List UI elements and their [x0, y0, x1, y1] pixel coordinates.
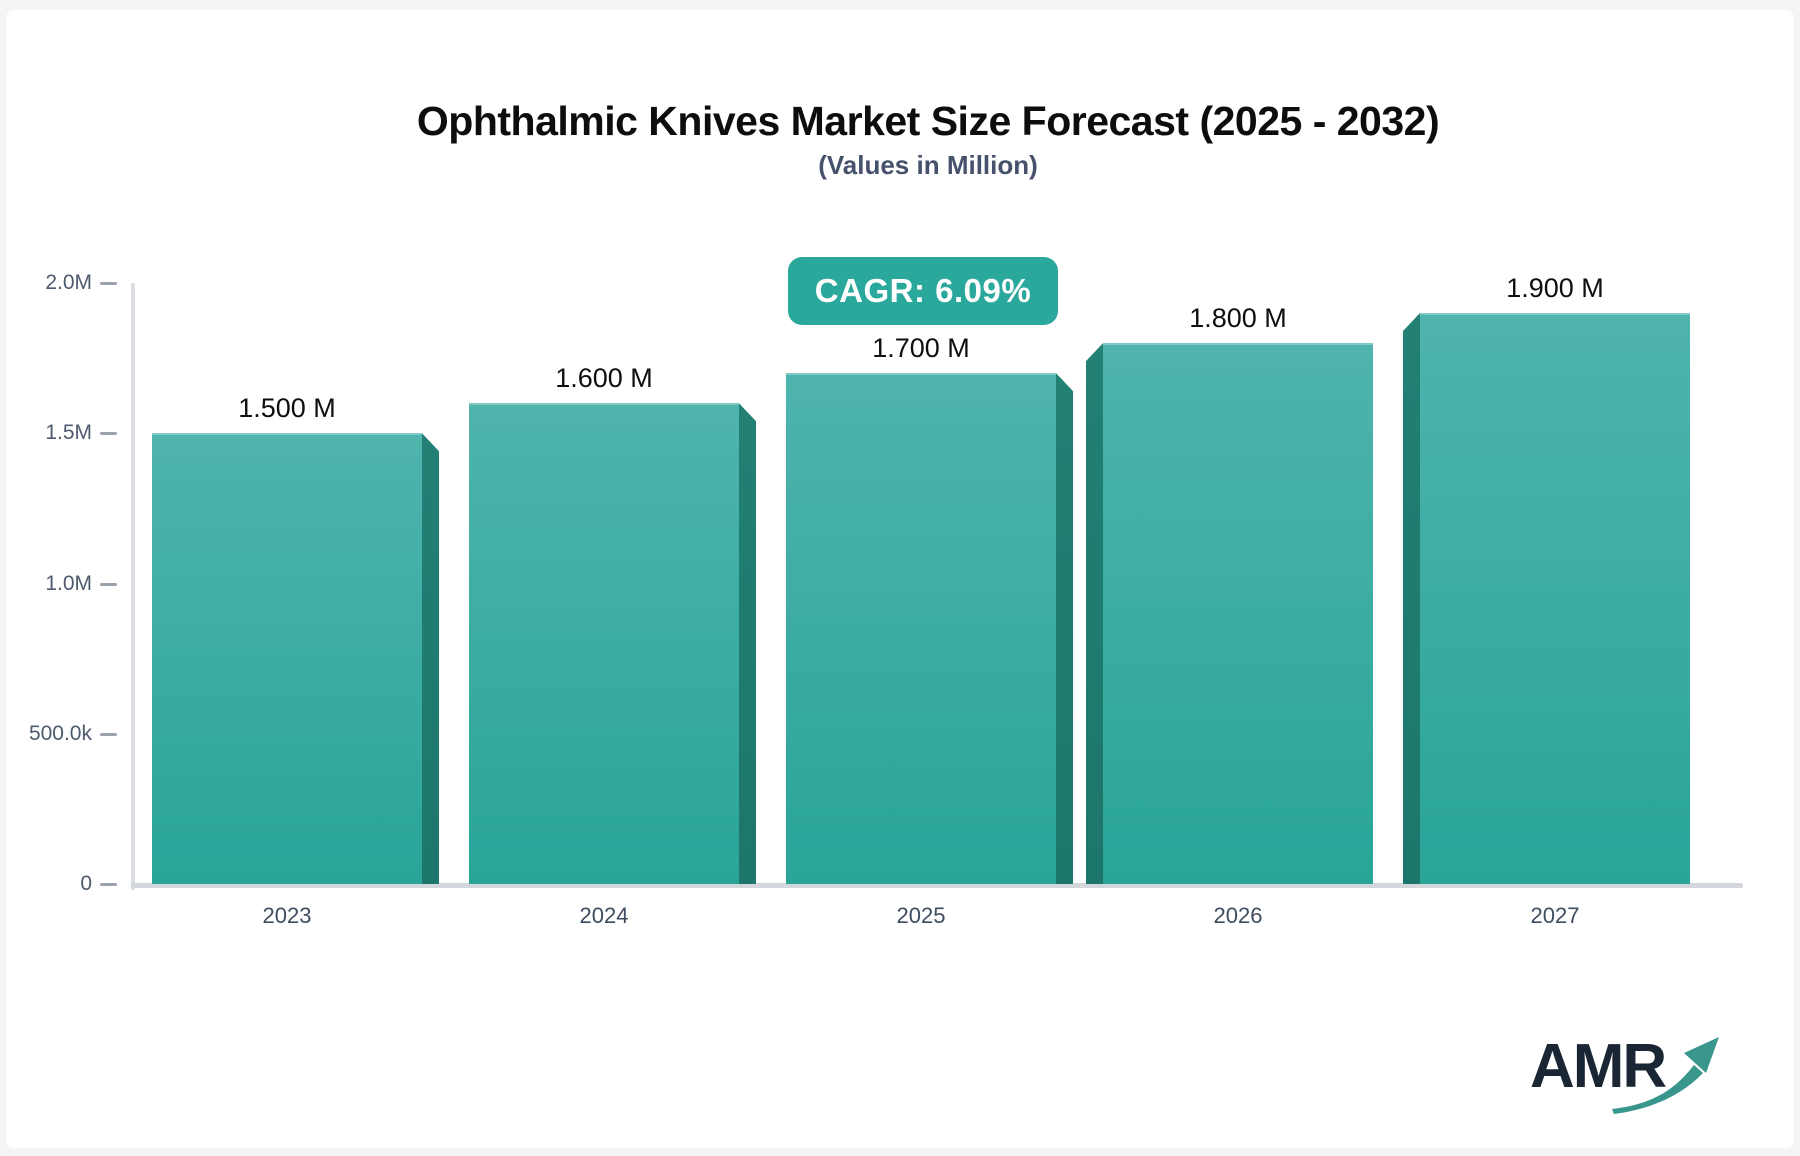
y-axis-tick-label: 0 — [80, 872, 92, 895]
amr-logo-text: AMR — [1530, 1032, 1667, 1101]
cagr-badge: CAGR: 6.09% — [788, 257, 1058, 325]
growth-arrow-icon — [1612, 1037, 1719, 1114]
y-axis-tick-mark — [100, 732, 117, 736]
bar-value-label: 1.900 M — [1506, 273, 1604, 304]
x-axis-label: 2025 — [896, 903, 946, 928]
bar-side — [422, 433, 439, 884]
chart-subtitle: (Values in Million) — [818, 150, 1038, 180]
y-axis-tick-label: 2.0M — [45, 271, 92, 294]
bar-face — [786, 373, 1056, 884]
y-axis-tick-label: 1.0M — [45, 571, 92, 595]
bar-value-label: 1.700 M — [872, 333, 970, 364]
x-axis-label: 2026 — [1213, 903, 1263, 928]
bar-value-label: 1.600 M — [555, 363, 653, 394]
bar-face — [469, 403, 739, 884]
chart-title: Ophthalmic Knives Market Size Forecast (… — [416, 98, 1440, 144]
y-axis-tick-mark — [100, 582, 117, 586]
cagr-badge-label: CAGR: 6.09% — [814, 272, 1032, 309]
bar-face — [152, 433, 422, 884]
x-axis-label: 2027 — [1530, 903, 1580, 928]
y-axis-line — [131, 283, 135, 890]
x-axis-line — [131, 883, 1743, 888]
bar-side — [1403, 313, 1420, 884]
x-axis-label: 2024 — [579, 903, 629, 928]
bar-side — [1086, 343, 1103, 884]
y-axis-tick-mark — [100, 432, 117, 436]
bar-side — [1056, 373, 1073, 884]
bar-side — [739, 403, 756, 884]
y-axis-tick-mark — [100, 883, 117, 886]
bar-value-label: 1.500 M — [238, 393, 336, 424]
x-axis-label: 2023 — [262, 903, 312, 928]
y-axis-tick-label: 500.0k — [28, 721, 92, 745]
bar-face — [1420, 313, 1690, 884]
y-axis-tick-label: 1.5M — [45, 421, 92, 445]
y-axis-tick-mark — [100, 282, 117, 285]
bar-value-label: 1.800 M — [1189, 303, 1287, 334]
amr-logo: AMR — [1530, 1025, 1719, 1117]
bar-face — [1103, 343, 1373, 884]
